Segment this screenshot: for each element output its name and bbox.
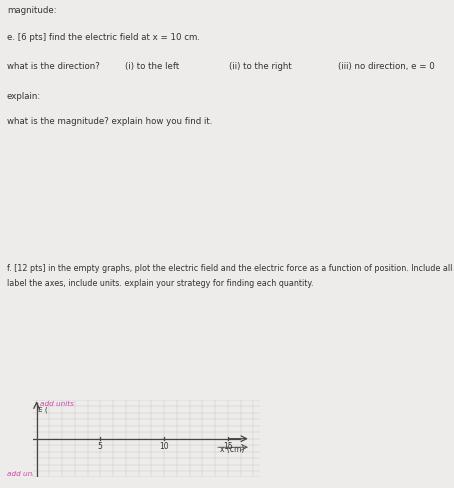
Text: 10: 10 <box>159 441 169 450</box>
Text: add units: add units <box>40 400 74 406</box>
Text: f. [12 pts] in the empty graphs, plot the electric field and the electric force : f. [12 pts] in the empty graphs, plot th… <box>7 263 454 272</box>
Text: (iii) no direction, e = 0: (iii) no direction, e = 0 <box>338 62 435 71</box>
Text: 5: 5 <box>98 441 103 450</box>
Text: (i) to the left: (i) to the left <box>125 62 179 71</box>
Text: 15: 15 <box>223 441 232 450</box>
Text: what is the magnitude? explain how you find it.: what is the magnitude? explain how you f… <box>7 117 212 126</box>
Text: explain:: explain: <box>7 91 41 101</box>
Text: label the axes, include units. explain your strategy for finding each quantity.: label the axes, include units. explain y… <box>7 278 313 287</box>
Text: magnitude:: magnitude: <box>7 6 56 15</box>
Text: x (cm): x (cm) <box>220 444 244 453</box>
Text: e. [6 pts] find the electric field at x = 10 cm.: e. [6 pts] find the electric field at x … <box>7 33 200 42</box>
Text: what is the direction?: what is the direction? <box>7 62 99 71</box>
Text: add units: add units <box>7 470 41 476</box>
Text: E (: E ( <box>38 406 48 412</box>
Text: (ii) to the right: (ii) to the right <box>229 62 292 71</box>
